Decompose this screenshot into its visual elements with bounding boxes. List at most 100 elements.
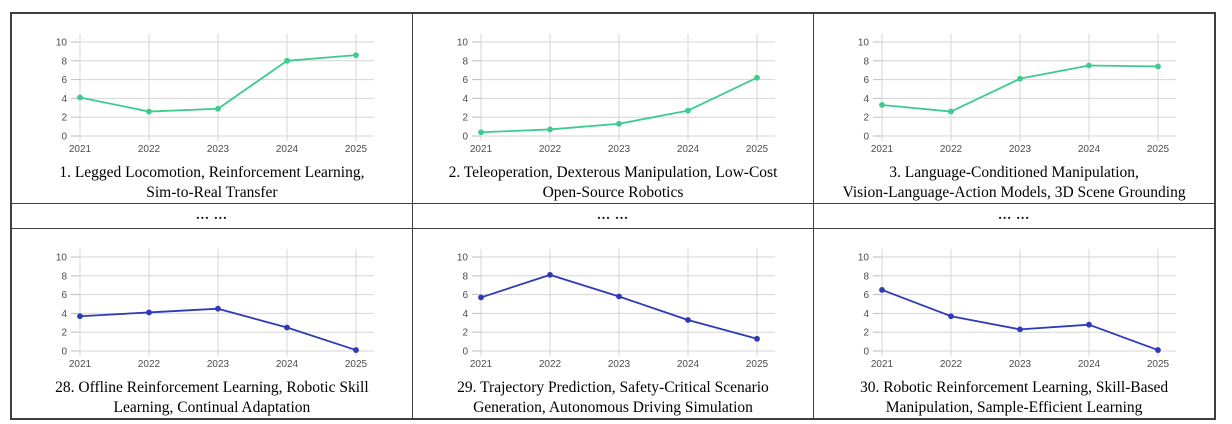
svg-text:10: 10 — [858, 38, 870, 49]
svg-text:2025: 2025 — [1147, 144, 1170, 155]
svg-text:2: 2 — [61, 113, 67, 124]
svg-text:8: 8 — [462, 56, 468, 67]
svg-text:0: 0 — [462, 132, 468, 143]
chart-caption-28: 28. Offline Reinforcement Learning, Robo… — [12, 378, 411, 418]
svg-text:2: 2 — [864, 328, 870, 339]
svg-text:2025: 2025 — [746, 359, 769, 370]
svg-text:2023: 2023 — [608, 359, 631, 370]
line-chart-svg: 0 2 4 6 8 10 2021 2022 2023 2024 2025 — [56, 34, 374, 155]
svg-text:2022: 2022 — [940, 144, 963, 155]
svg-text:8: 8 — [864, 56, 870, 67]
svg-text:0: 0 — [61, 132, 67, 143]
ellipsis-separator-row: ... ... ... ... ... ... — [10, 203, 1216, 229]
charts-grid-table: 0 2 4 6 8 10 2021 2022 2023 2024 2025 1. Legged Lo… — [10, 12, 1216, 420]
svg-text:2021: 2021 — [69, 144, 92, 155]
line-chart-svg: 0 2 4 6 8 10 2021 2022 2023 2024 2025 — [858, 34, 1177, 155]
chart-cell-3: 0 2 4 6 8 10 2021 2022 2023 2024 2025 3. Language-… — [813, 12, 1216, 204]
trend-line-chart-1: 0 2 4 6 8 10 2021 2022 2023 2024 2025 — [12, 18, 411, 162]
chart-caption-3: 3. Language-Conditioned Manipulation, Vi… — [815, 163, 1214, 203]
caption-line: Generation, Autonomous Driving Simulatio… — [473, 399, 753, 416]
chart-row-bottom: 0 2 4 6 8 10 2021 2022 2023 2024 2025 28. Offline … — [10, 228, 1216, 420]
svg-text:6: 6 — [864, 75, 870, 86]
svg-text:2023: 2023 — [608, 144, 631, 155]
svg-text:2024: 2024 — [677, 144, 700, 155]
line-chart-svg: 0 2 4 6 8 10 2021 2022 2023 2024 2025 — [858, 249, 1177, 370]
line-chart-svg: 0 2 4 6 8 10 2021 2022 2023 2024 2025 — [457, 249, 775, 370]
svg-text:2024: 2024 — [276, 144, 299, 155]
svg-text:0: 0 — [462, 347, 468, 358]
chart-caption-29: 29. Trajectory Prediction, Safety-Critic… — [413, 378, 812, 418]
svg-text:2022: 2022 — [539, 359, 562, 370]
svg-text:6: 6 — [61, 75, 67, 86]
chart-cell-29: 0 2 4 6 8 10 2021 2022 2023 2024 2025 29. Trajecto… — [411, 228, 815, 420]
svg-text:6: 6 — [462, 75, 468, 86]
caption-line: Vision-Language-Action Models, 3D Scene … — [842, 184, 1186, 201]
caption-line: 29. Trajectory Prediction, Safety-Critic… — [457, 379, 769, 396]
svg-text:2024: 2024 — [1078, 359, 1101, 370]
caption-line: 30. Robotic Reinforcement Learning, Skil… — [859, 379, 1169, 396]
ellipsis-separator: ... ... — [411, 203, 815, 229]
svg-text:2025: 2025 — [746, 144, 769, 155]
svg-text:6: 6 — [61, 290, 67, 301]
svg-text:4: 4 — [462, 309, 468, 320]
chart-cell-28: 0 2 4 6 8 10 2021 2022 2023 2024 2025 28. Offline … — [10, 228, 413, 420]
svg-text:2024: 2024 — [276, 359, 299, 370]
caption-line: 28. Offline Reinforcement Learning, Robo… — [55, 379, 369, 396]
svg-text:2: 2 — [462, 328, 468, 339]
svg-text:2021: 2021 — [470, 359, 493, 370]
svg-text:10: 10 — [858, 253, 870, 264]
svg-text:2022: 2022 — [138, 144, 161, 155]
chart-cell-2: 0 2 4 6 8 10 2021 2022 2023 2024 2025 2. Teleopera… — [411, 12, 815, 204]
caption-line: Learning, Continual Adaptation — [113, 399, 311, 416]
svg-text:4: 4 — [864, 309, 870, 320]
caption-line: 2. Teleoperation, Dexterous Manipulation… — [448, 164, 778, 181]
svg-text:4: 4 — [61, 94, 67, 105]
svg-text:2023: 2023 — [1009, 144, 1032, 155]
ellipsis-separator: ... ... — [813, 203, 1216, 229]
svg-text:10: 10 — [56, 253, 68, 264]
trend-line-chart-3: 0 2 4 6 8 10 2021 2022 2023 2024 2025 — [815, 18, 1214, 162]
svg-text:2: 2 — [864, 113, 870, 124]
svg-text:0: 0 — [864, 132, 870, 143]
caption-line: 3. Language-Conditioned Manipulation, — [889, 164, 1139, 181]
svg-text:2025: 2025 — [345, 359, 368, 370]
svg-text:2: 2 — [61, 328, 67, 339]
line-chart-svg: 0 2 4 6 8 10 2021 2022 2023 2024 2025 — [457, 34, 775, 155]
line-chart-svg: 0 2 4 6 8 10 2021 2022 2023 2024 2025 — [56, 249, 374, 370]
svg-text:6: 6 — [462, 290, 468, 301]
chart-caption-1: 1. Legged Locomotion, Reinforcement Lear… — [12, 163, 411, 203]
svg-text:2024: 2024 — [677, 359, 700, 370]
svg-text:2: 2 — [462, 113, 468, 124]
chart-row-top: 0 2 4 6 8 10 2021 2022 2023 2024 2025 1. Legged Lo… — [10, 12, 1216, 204]
svg-text:6: 6 — [864, 290, 870, 301]
svg-text:2022: 2022 — [539, 144, 562, 155]
trend-line-chart-29: 0 2 4 6 8 10 2021 2022 2023 2024 2025 — [413, 233, 812, 377]
svg-text:0: 0 — [864, 347, 870, 358]
svg-text:2025: 2025 — [345, 144, 368, 155]
svg-text:4: 4 — [462, 94, 468, 105]
svg-text:10: 10 — [56, 38, 68, 49]
caption-line: Open-Source Robotics — [542, 184, 684, 201]
trend-line-chart-28: 0 2 4 6 8 10 2021 2022 2023 2024 2025 — [12, 233, 411, 377]
svg-text:8: 8 — [864, 271, 870, 282]
svg-text:2021: 2021 — [871, 144, 894, 155]
caption-line: Manipulation, Sample-Efficient Learning — [885, 399, 1143, 416]
svg-text:2025: 2025 — [1147, 359, 1170, 370]
ellipsis-separator: ... ... — [10, 203, 413, 229]
svg-text:2023: 2023 — [207, 359, 230, 370]
svg-text:4: 4 — [61, 309, 67, 320]
chart-caption-2: 2. Teleoperation, Dexterous Manipulation… — [413, 163, 812, 203]
svg-text:2023: 2023 — [1009, 359, 1032, 370]
svg-text:10: 10 — [457, 253, 469, 264]
svg-text:10: 10 — [457, 38, 469, 49]
svg-text:2023: 2023 — [207, 144, 230, 155]
chart-cell-30: 0 2 4 6 8 10 2021 2022 2023 2024 2025 30. Robotic … — [813, 228, 1216, 420]
svg-text:8: 8 — [61, 56, 67, 67]
caption-line: Sim-to-Real Transfer — [146, 184, 278, 201]
svg-text:2022: 2022 — [138, 359, 161, 370]
svg-text:2021: 2021 — [470, 144, 493, 155]
trend-line-chart-2: 0 2 4 6 8 10 2021 2022 2023 2024 2025 — [413, 18, 812, 162]
trend-line-chart-30: 0 2 4 6 8 10 2021 2022 2023 2024 2025 — [815, 233, 1214, 377]
svg-text:8: 8 — [462, 271, 468, 282]
